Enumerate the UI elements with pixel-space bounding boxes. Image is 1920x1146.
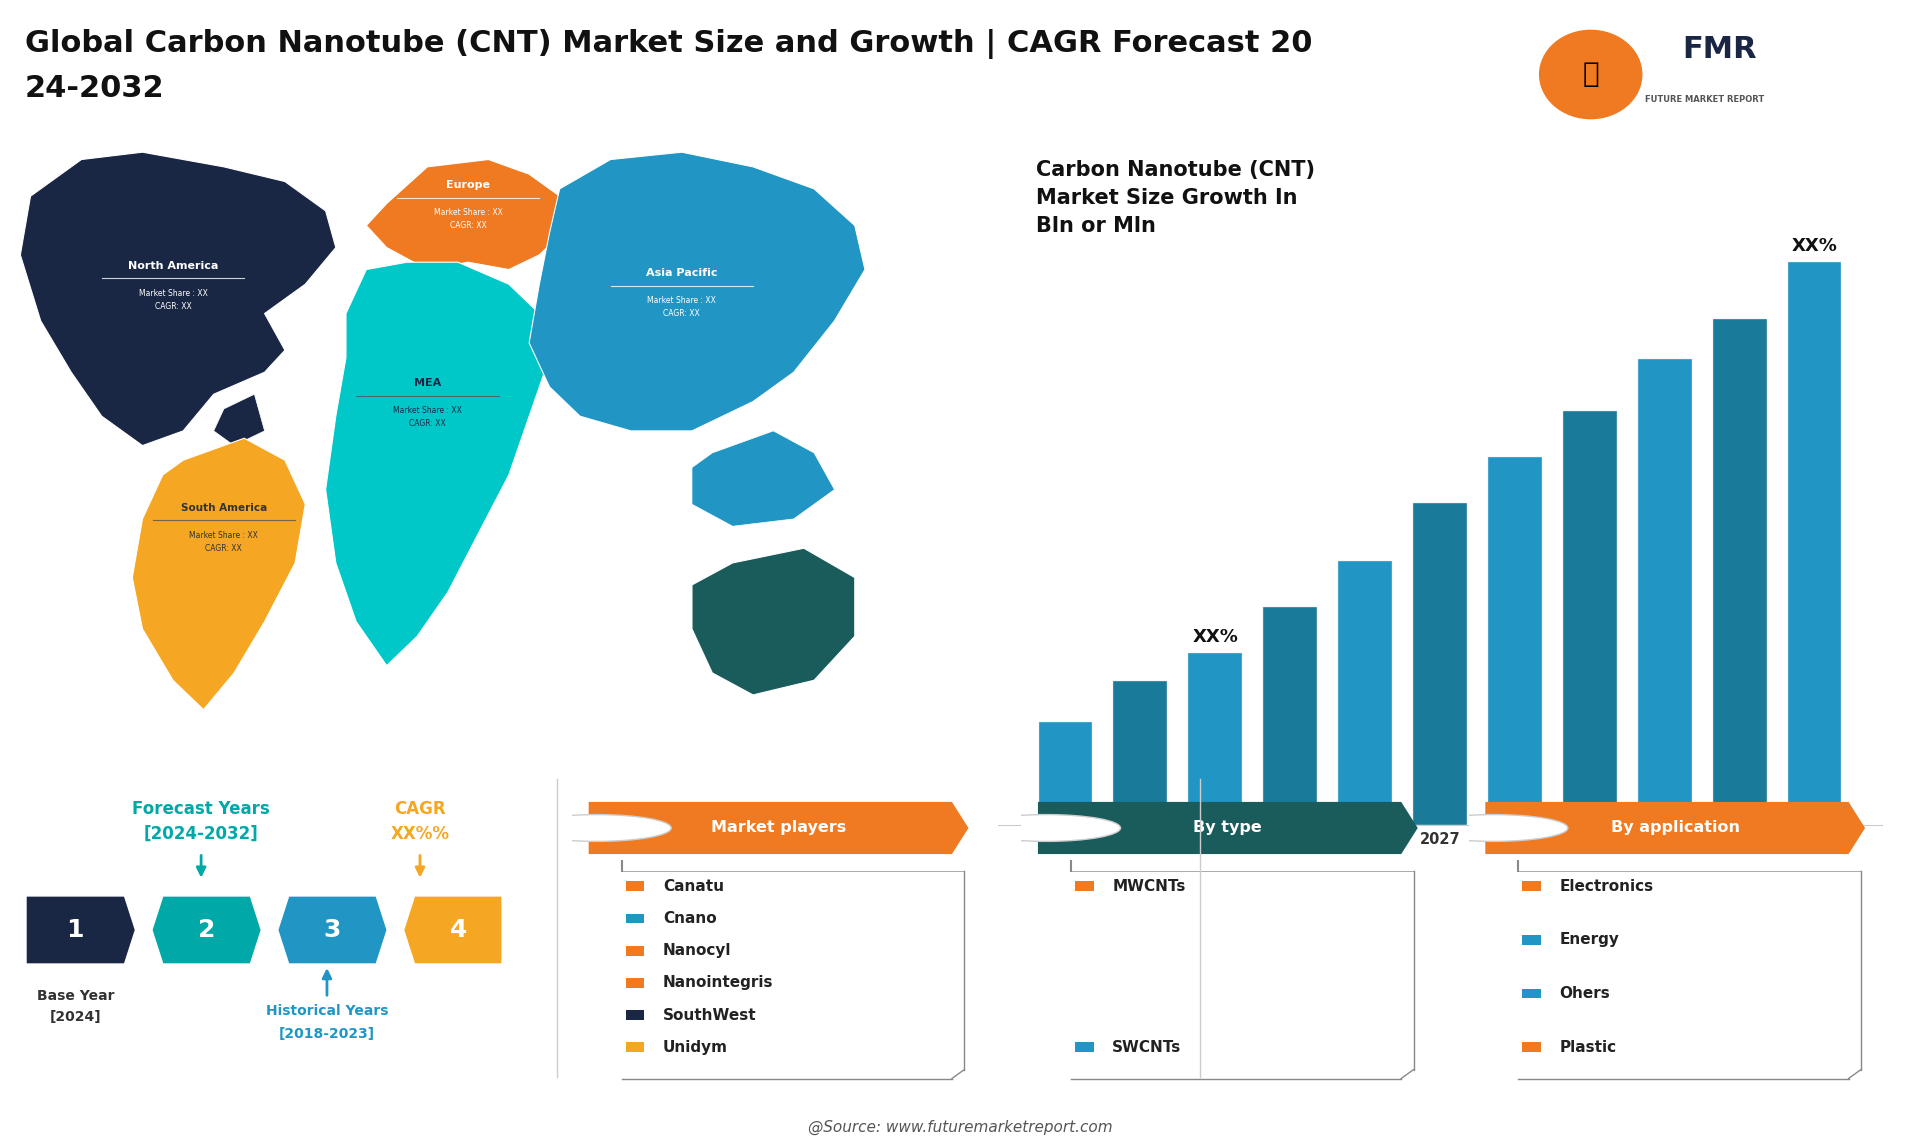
Circle shape — [972, 815, 1121, 841]
Text: [2024-2032]: [2024-2032] — [144, 825, 259, 842]
Polygon shape — [691, 548, 854, 694]
Text: Market players: Market players — [710, 821, 847, 835]
Text: FUTURE MARKET REPORT: FUTURE MARKET REPORT — [1645, 95, 1764, 104]
Text: [2024]: [2024] — [50, 1011, 102, 1025]
Text: MWCNTs: MWCNTs — [1112, 879, 1187, 894]
Text: Nanocyl: Nanocyl — [662, 943, 732, 958]
Bar — [1713, 319, 1766, 825]
Text: Forecast Years: Forecast Years — [132, 800, 271, 818]
Bar — [1523, 1043, 1542, 1052]
Text: CAGR: XX: CAGR: XX — [409, 419, 445, 429]
Text: Market Share : XX: Market Share : XX — [138, 289, 207, 298]
Bar — [626, 881, 645, 892]
Text: 4: 4 — [449, 918, 467, 942]
Text: Global Carbon Nanotube (CNT) Market Size and Growth | CAGR Forecast 20: Global Carbon Nanotube (CNT) Market Size… — [25, 29, 1313, 58]
Text: CAGR: CAGR — [394, 800, 445, 818]
Bar — [1075, 1043, 1094, 1052]
Bar — [1523, 881, 1542, 892]
Text: SouthWest: SouthWest — [662, 1007, 756, 1022]
Text: Historical Years: Historical Years — [265, 1004, 388, 1019]
Text: North America: North America — [129, 261, 219, 270]
Text: Plastic: Plastic — [1559, 1039, 1617, 1054]
Text: By type: By type — [1194, 821, 1261, 835]
Bar — [626, 945, 645, 956]
Text: XX%: XX% — [1791, 236, 1837, 254]
Polygon shape — [326, 262, 549, 666]
Text: 2: 2 — [198, 918, 215, 942]
Circle shape — [522, 815, 672, 841]
Text: Unidym: Unidym — [662, 1039, 728, 1054]
Polygon shape — [152, 896, 261, 964]
Text: CAGR: XX: CAGR: XX — [449, 221, 486, 230]
Text: XX%: XX% — [1192, 628, 1238, 645]
Text: @Source: www.futuremarketreport.com: @Source: www.futuremarketreport.com — [808, 1120, 1112, 1135]
Text: Market Share : XX: Market Share : XX — [647, 296, 716, 305]
Polygon shape — [1486, 802, 1864, 854]
Bar — [1114, 682, 1167, 825]
Text: FMR: FMR — [1682, 34, 1757, 64]
Polygon shape — [278, 896, 388, 964]
Text: Europe: Europe — [445, 180, 490, 190]
Text: 👤: 👤 — [1582, 61, 1599, 88]
Bar — [626, 1010, 645, 1020]
Text: XX%%: XX%% — [390, 825, 449, 842]
Text: South America: South America — [180, 503, 267, 513]
Text: Market Share : XX: Market Share : XX — [434, 207, 503, 217]
Polygon shape — [367, 159, 570, 269]
Circle shape — [1419, 815, 1569, 841]
Polygon shape — [691, 431, 835, 526]
Text: 3: 3 — [324, 918, 342, 942]
Text: MEA: MEA — [415, 378, 442, 388]
Bar — [1523, 935, 1542, 944]
Text: Base Year: Base Year — [36, 989, 113, 1003]
Bar — [1263, 606, 1317, 825]
Text: 1: 1 — [67, 918, 84, 942]
Text: SWCNTs: SWCNTs — [1112, 1039, 1181, 1054]
Text: CAGR: XX: CAGR: XX — [205, 543, 242, 552]
Bar — [1188, 652, 1242, 825]
Text: [2018-2023]: [2018-2023] — [278, 1027, 374, 1041]
Bar — [1788, 261, 1841, 825]
Text: Electronics: Electronics — [1559, 879, 1653, 894]
Polygon shape — [27, 896, 136, 964]
Text: By application: By application — [1611, 821, 1740, 835]
Bar — [1563, 411, 1617, 825]
Bar — [1338, 560, 1392, 825]
Bar — [1488, 457, 1542, 825]
Polygon shape — [403, 896, 503, 964]
Polygon shape — [1039, 802, 1417, 854]
Polygon shape — [589, 802, 968, 854]
Text: Energy: Energy — [1559, 933, 1619, 948]
Text: Ohers: Ohers — [1559, 986, 1611, 1002]
Bar — [626, 1043, 645, 1052]
Text: Carbon Nanotube (CNT)
Market Size Growth In
Bln or Mln: Carbon Nanotube (CNT) Market Size Growth… — [1035, 160, 1315, 236]
Polygon shape — [530, 152, 864, 431]
Polygon shape — [21, 152, 336, 446]
Text: Cnano: Cnano — [662, 911, 716, 926]
Text: Market Share : XX: Market Share : XX — [394, 406, 463, 415]
Bar — [1039, 722, 1092, 825]
Text: Nanointegris: Nanointegris — [662, 975, 774, 990]
Circle shape — [1540, 31, 1642, 118]
Text: 24-2032: 24-2032 — [25, 74, 165, 103]
Polygon shape — [213, 394, 265, 446]
Bar — [626, 978, 645, 988]
Bar — [1413, 503, 1467, 825]
Text: Market Share : XX: Market Share : XX — [190, 531, 259, 540]
Polygon shape — [132, 438, 305, 709]
Text: Asia Pacific: Asia Pacific — [645, 268, 718, 278]
Bar — [1638, 360, 1692, 825]
Text: CAGR: XX: CAGR: XX — [664, 309, 701, 319]
Text: Canatu: Canatu — [662, 879, 724, 894]
Bar — [1075, 881, 1094, 892]
Text: CAGR: XX: CAGR: XX — [156, 301, 192, 311]
Bar — [1523, 989, 1542, 998]
Bar — [626, 913, 645, 924]
